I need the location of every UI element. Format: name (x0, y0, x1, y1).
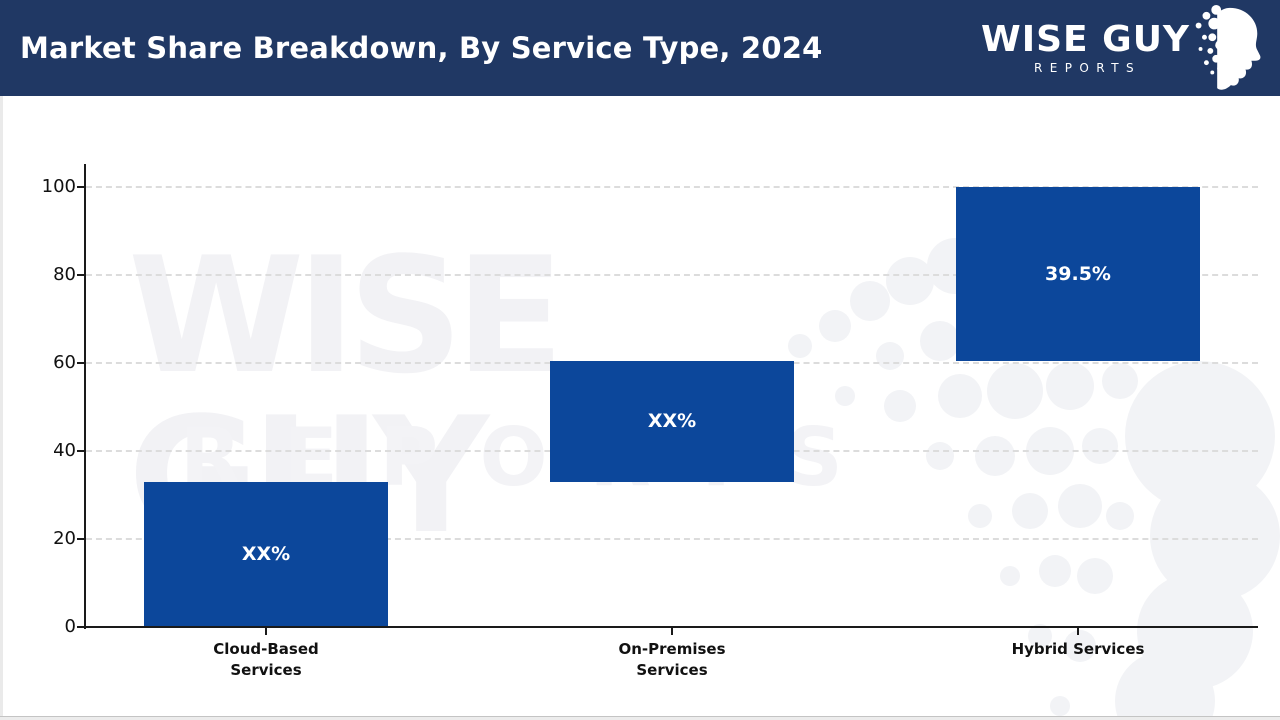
bar-value-label: XX% (241, 543, 291, 566)
y-tick-label: 20 (53, 528, 76, 549)
chart-area: WISE GUY REPORTS 0 20 40 60 80 100 XX% XX% 39.5%… (0, 96, 1280, 720)
y-tick-label: 60 (53, 352, 76, 373)
y-tick-label: 100 (41, 176, 76, 197)
waterfall-chart: 0 20 40 60 80 100 XX% XX% 39.5% Cloud-Based Servi… (0, 96, 1280, 720)
y-tick-label: 80 (53, 264, 76, 285)
y-tick-label: 40 (53, 440, 76, 461)
x-axis-label: Cloud-Based Services (213, 640, 319, 679)
y-tick-mark (77, 626, 84, 628)
watermark-line1: WISE GUY (128, 222, 565, 569)
y-tick-label: 0 (64, 616, 76, 637)
wise-guy-logo: WISE GUY REPORTS (981, 4, 1266, 92)
page-title: Market Share Breakdown, By Service Type,… (20, 31, 823, 65)
y-axis-line (84, 164, 86, 629)
logo-tagline: REPORTS (1033, 60, 1142, 75)
bottom-border-strip (0, 717, 1280, 720)
y-tick-mark (77, 186, 84, 188)
y-tick-mark (77, 362, 84, 364)
logo-text: WISE GUY REPORTS (980, 18, 1190, 75)
watermark-face-icon (788, 226, 1280, 720)
gridline-80 (86, 274, 1258, 276)
y-tick-mark (77, 538, 84, 540)
y-tick-mark (77, 450, 84, 452)
bar-value-label: 39.5% (1045, 262, 1111, 285)
left-border (0, 96, 3, 720)
logo-name: WISE GUY (980, 18, 1190, 60)
bottom-border-line (0, 716, 1280, 717)
x-axis-label: On-Premises Services (618, 640, 726, 679)
header-banner: Market Share Breakdown, By Service Type,… (0, 0, 1280, 96)
y-tick-mark (77, 274, 84, 276)
gridline-100 (86, 186, 1258, 188)
logo-face-icon (1195, 4, 1261, 90)
x-axis-label: Hybrid Services (1011, 640, 1145, 658)
bar-on-premises-services: XX% (550, 360, 794, 482)
bar-value-label: XX% (647, 410, 697, 433)
x-tick-mark (671, 628, 673, 635)
bar-cloud-based-services: XX% (144, 481, 388, 627)
x-tick-mark (1077, 628, 1079, 635)
gridline-20 (86, 538, 1258, 540)
x-axis-line (84, 626, 1258, 628)
x-tick-mark (265, 628, 267, 635)
bar-hybrid-services: 39.5% (956, 187, 1200, 361)
